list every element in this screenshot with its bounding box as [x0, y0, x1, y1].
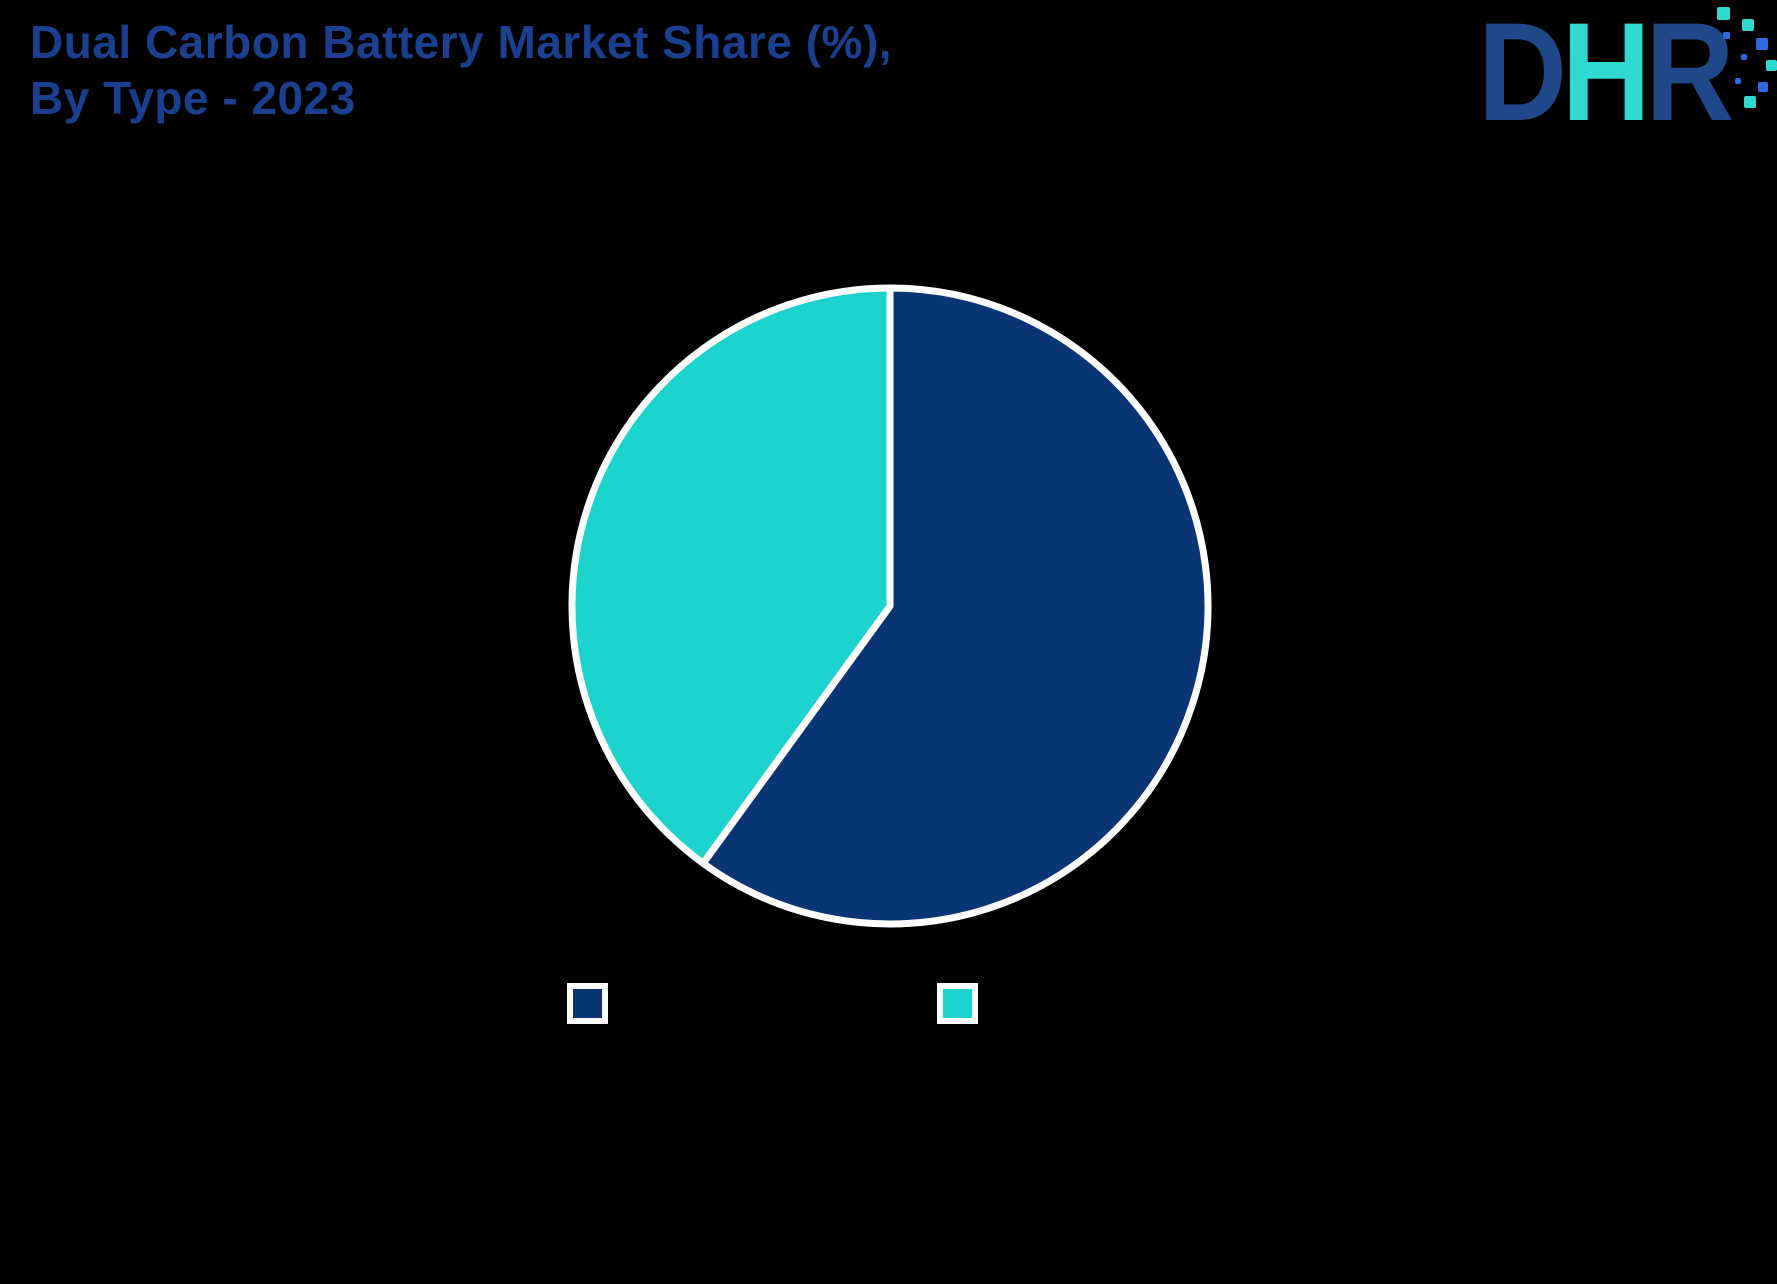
logo-letter-h: H: [1561, 0, 1651, 150]
logo-dot-icon: [1758, 82, 1768, 92]
dhr-logo-text: DHR: [1478, 2, 1734, 142]
chart-title-line1: Dual Carbon Battery Market Share (%),: [30, 16, 893, 68]
logo-dot-icon: [1717, 7, 1730, 20]
pie-chart: [568, 284, 1212, 928]
logo-dot-icon: [1741, 54, 1747, 60]
pie-slice: [568, 284, 894, 867]
chart-title: Dual Carbon Battery Market Share (%), By…: [30, 14, 892, 126]
logo-dot-icon: [1735, 78, 1741, 84]
logo-dot-icon: [1742, 19, 1754, 31]
legend-item: [567, 983, 862, 1024]
logo-letter-d: D: [1478, 0, 1567, 150]
legend-swatch: [937, 983, 978, 1024]
logo-dot-icon: [1766, 60, 1777, 71]
logo-letter-r: R: [1645, 0, 1734, 150]
logo-dot-icon: [1756, 38, 1768, 50]
chart-title-line2: By Type - 2023: [30, 72, 356, 124]
legend-item: [937, 983, 1232, 1024]
logo-dot-icon: [1723, 32, 1730, 39]
legend-swatch: [567, 983, 608, 1024]
logo-dot-icon: [1744, 96, 1756, 108]
dhr-logo: DHR: [1478, 2, 1777, 142]
pie-slice: [699, 284, 1212, 928]
